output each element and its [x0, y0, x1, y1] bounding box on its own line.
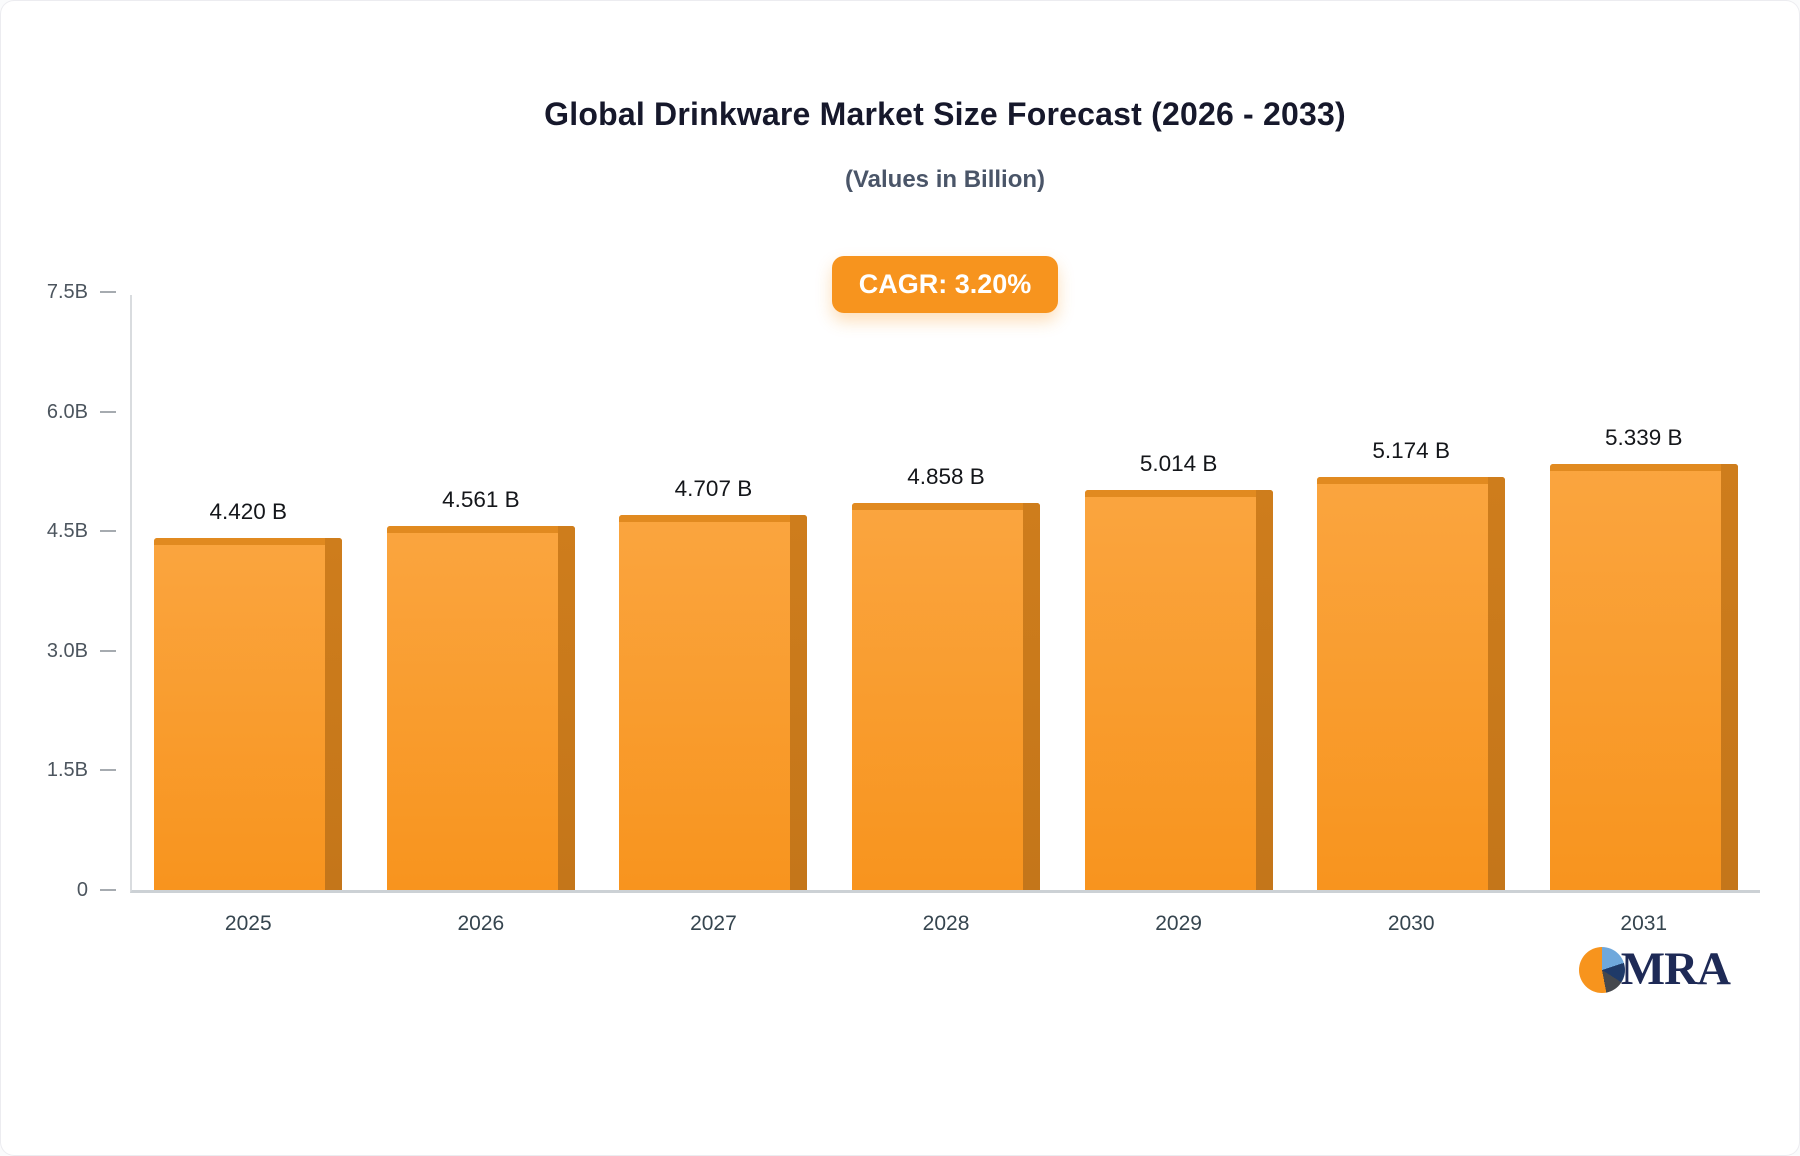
chart-subtitle: (Values in Billion)	[844, 166, 1046, 193]
bar-value-label: 4.707 B	[674, 476, 753, 501]
bar	[852, 503, 1041, 890]
bars-container: 4.420 B 2025 4.561 B 2026 4.707 B 2027 4.858 B…	[132, 295, 1760, 935]
bar-x-label: 2025	[224, 912, 272, 935]
bar-value-label: 4.420 B	[209, 499, 288, 524]
y-axis-tick	[100, 650, 116, 652]
mra-pie-icon	[1578, 946, 1625, 993]
bar	[1084, 490, 1273, 890]
y-axis-tick	[100, 291, 116, 293]
bar-value-label: 5.174 B	[1372, 438, 1450, 463]
bar-group: 5.174 B 2030	[1295, 295, 1528, 935]
mra-logo: MRA	[1578, 943, 1731, 995]
cagr-badge: CAGR: 3.20%	[831, 256, 1059, 313]
y-axis-tick-label: 6.0B	[46, 401, 88, 423]
bar-group: 5.339 B 2031	[1527, 295, 1760, 935]
y-axis-tick-label: 1.5B	[46, 759, 88, 781]
bar-x-label: 2027	[690, 912, 737, 935]
bar-x-label: 2031	[1620, 912, 1668, 935]
bar-group: 5.014 B 2029	[1062, 295, 1295, 935]
bar-value-label: 4.858 B	[907, 464, 985, 489]
y-axis-tick-label: 0	[76, 879, 88, 901]
bar-group: 4.858 B 2028	[830, 295, 1063, 935]
badge-band: CAGR: 3.20%	[130, 256, 1760, 313]
y-axis-tick-label: 4.5B	[46, 520, 88, 542]
bar-x-label: 2030	[1387, 912, 1435, 935]
bar	[1317, 477, 1506, 890]
y-axis-tick-label: 3.0B	[46, 640, 88, 662]
plot-area: 4.420 B 2025 4.561 B 2026 4.707 B 2027 4.858 B…	[47, 281, 1760, 935]
chart-title: Global Drinkware Market Size Forecast (2…	[544, 96, 1346, 132]
bar-group: 4.707 B 2027	[597, 295, 830, 935]
y-axis-tick	[100, 530, 116, 532]
y-axis-tick	[100, 769, 116, 771]
bar-value-label: 5.339 B	[1604, 425, 1683, 450]
bar-value-label: 4.561 B	[442, 487, 520, 512]
bar-x-label: 2029	[1155, 912, 1202, 935]
bar-group: 4.561 B 2026	[365, 295, 598, 935]
bar-x-label: 2026	[457, 912, 505, 935]
bar-group: 4.420 B 2025	[132, 295, 365, 935]
bar	[1549, 464, 1738, 890]
bar	[154, 538, 343, 890]
mra-logo-text: MRA	[1620, 943, 1731, 995]
y-axis-tick	[100, 411, 116, 413]
bar	[619, 515, 808, 890]
bar	[386, 526, 575, 890]
bar-value-label: 5.014 B	[1139, 451, 1218, 476]
bar-x-label: 2028	[922, 912, 970, 935]
y-axis-tick	[100, 889, 116, 891]
y-axis-tick-label: 7.5B	[46, 281, 88, 303]
